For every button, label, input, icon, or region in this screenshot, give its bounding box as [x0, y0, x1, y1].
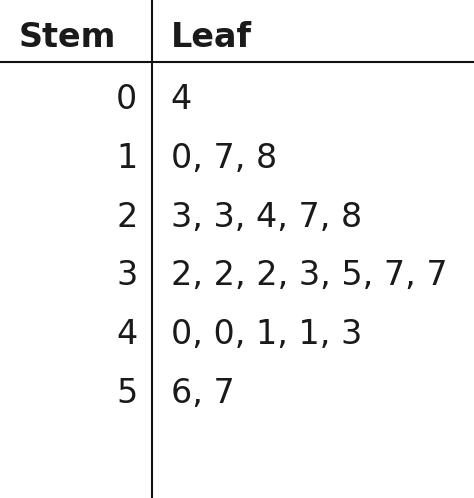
Text: 0, 0, 1, 1, 3: 0, 0, 1, 1, 3 [171, 318, 362, 351]
Text: 3: 3 [116, 259, 137, 292]
Text: 5: 5 [116, 377, 137, 410]
Text: 0: 0 [116, 83, 137, 116]
Text: 6, 7: 6, 7 [171, 377, 234, 410]
Text: 2: 2 [116, 201, 137, 234]
Text: Leaf: Leaf [171, 21, 252, 54]
Text: 1: 1 [116, 142, 137, 175]
Text: 4: 4 [171, 83, 192, 116]
Text: 2, 2, 2, 3, 5, 7, 7: 2, 2, 2, 3, 5, 7, 7 [171, 259, 447, 292]
Text: Stem: Stem [19, 21, 116, 54]
Text: 3, 3, 4, 7, 8: 3, 3, 4, 7, 8 [171, 201, 362, 234]
Text: 0, 7, 8: 0, 7, 8 [171, 142, 277, 175]
Text: 4: 4 [116, 318, 137, 351]
